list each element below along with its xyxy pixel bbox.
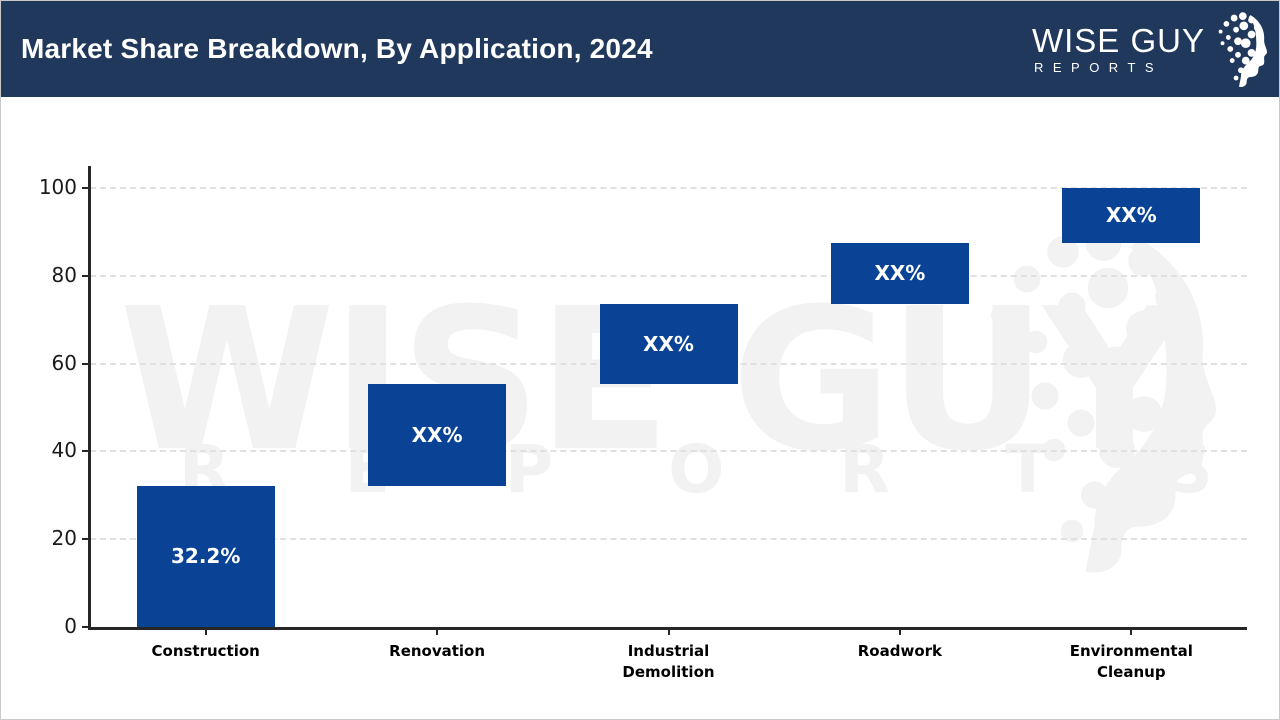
bar-value-label: XX%	[1105, 203, 1157, 228]
y-tick-mark	[82, 450, 90, 453]
y-tick-label: 80	[51, 262, 77, 287]
x-tick-label-line: Environmental	[1069, 642, 1193, 660]
gridline	[90, 274, 1247, 277]
bar-renovation: XX%	[368, 384, 507, 486]
watermark-subtext: R E P O R T S	[179, 431, 1259, 508]
bar-construction: 32.2%	[136, 485, 275, 627]
x-tick-mark	[667, 629, 670, 635]
y-tick-label: 100	[38, 175, 77, 199]
y-tick-mark	[82, 362, 90, 365]
wise-guy-logo: WISE GUY REPORTS	[1032, 10, 1267, 88]
bar-value-label: XX%	[411, 422, 463, 447]
y-tick-mark	[82, 187, 90, 189]
x-tick-label-line: Construction	[151, 642, 260, 660]
watermark-head-profile-icon	[991, 225, 1216, 573]
gridline	[90, 187, 1247, 189]
x-tick-label-line: Industrial	[627, 642, 710, 660]
y-axis-spine	[88, 166, 91, 629]
x-tick-label-line: Cleanup	[1097, 663, 1166, 681]
x-tick-label: Construction	[91, 641, 321, 662]
x-tick-label: Roadwork	[785, 641, 1015, 662]
chart-title: Market Share Breakdown, By Application, …	[21, 33, 653, 64]
y-tick-label: 20	[51, 526, 77, 551]
bar-value-label: 32.2%	[170, 544, 241, 569]
x-tick-label: Renovation	[322, 641, 552, 662]
logo-subtext: REPORTS	[1033, 60, 1164, 75]
x-tick-mark	[1130, 629, 1133, 635]
bar-roadwork: XX%	[830, 242, 969, 304]
bar-environmental-cleanup: XX%	[1062, 188, 1201, 243]
x-tick-label: Environmental Cleanup	[1016, 641, 1246, 683]
x-tick-label-line: Roadwork	[857, 642, 943, 660]
bar-value-label: XX%	[874, 261, 926, 286]
x-tick-mark	[898, 629, 901, 635]
x-tick-label-line: Renovation	[389, 642, 486, 660]
x-tick-mark	[436, 629, 439, 635]
y-tick-label: 40	[51, 438, 77, 463]
logo-text: WISE GUY REPORTS	[1032, 24, 1205, 74]
y-tick-label: 60	[51, 350, 77, 375]
y-tick-mark	[82, 626, 90, 628]
head-profile-dots-icon	[1218, 12, 1267, 87]
header: Market Share Breakdown, By Application, …	[1, 1, 1279, 97]
gridline	[90, 450, 1247, 453]
x-tick-label: Industrial Demolition	[554, 641, 784, 683]
y-tick-mark	[82, 538, 90, 541]
bar-industrial-demolition: XX%	[599, 303, 738, 385]
logo-wordmark: WISE GUY	[1031, 22, 1205, 59]
x-axis-spine	[88, 627, 1247, 630]
bar-value-label: XX%	[643, 332, 694, 357]
x-tick-mark	[204, 629, 207, 635]
y-tick-mark	[82, 274, 90, 277]
gridline	[90, 538, 1247, 541]
x-tick-label-line: Demolition	[622, 663, 715, 681]
y-tick-label: 0	[64, 614, 77, 638]
